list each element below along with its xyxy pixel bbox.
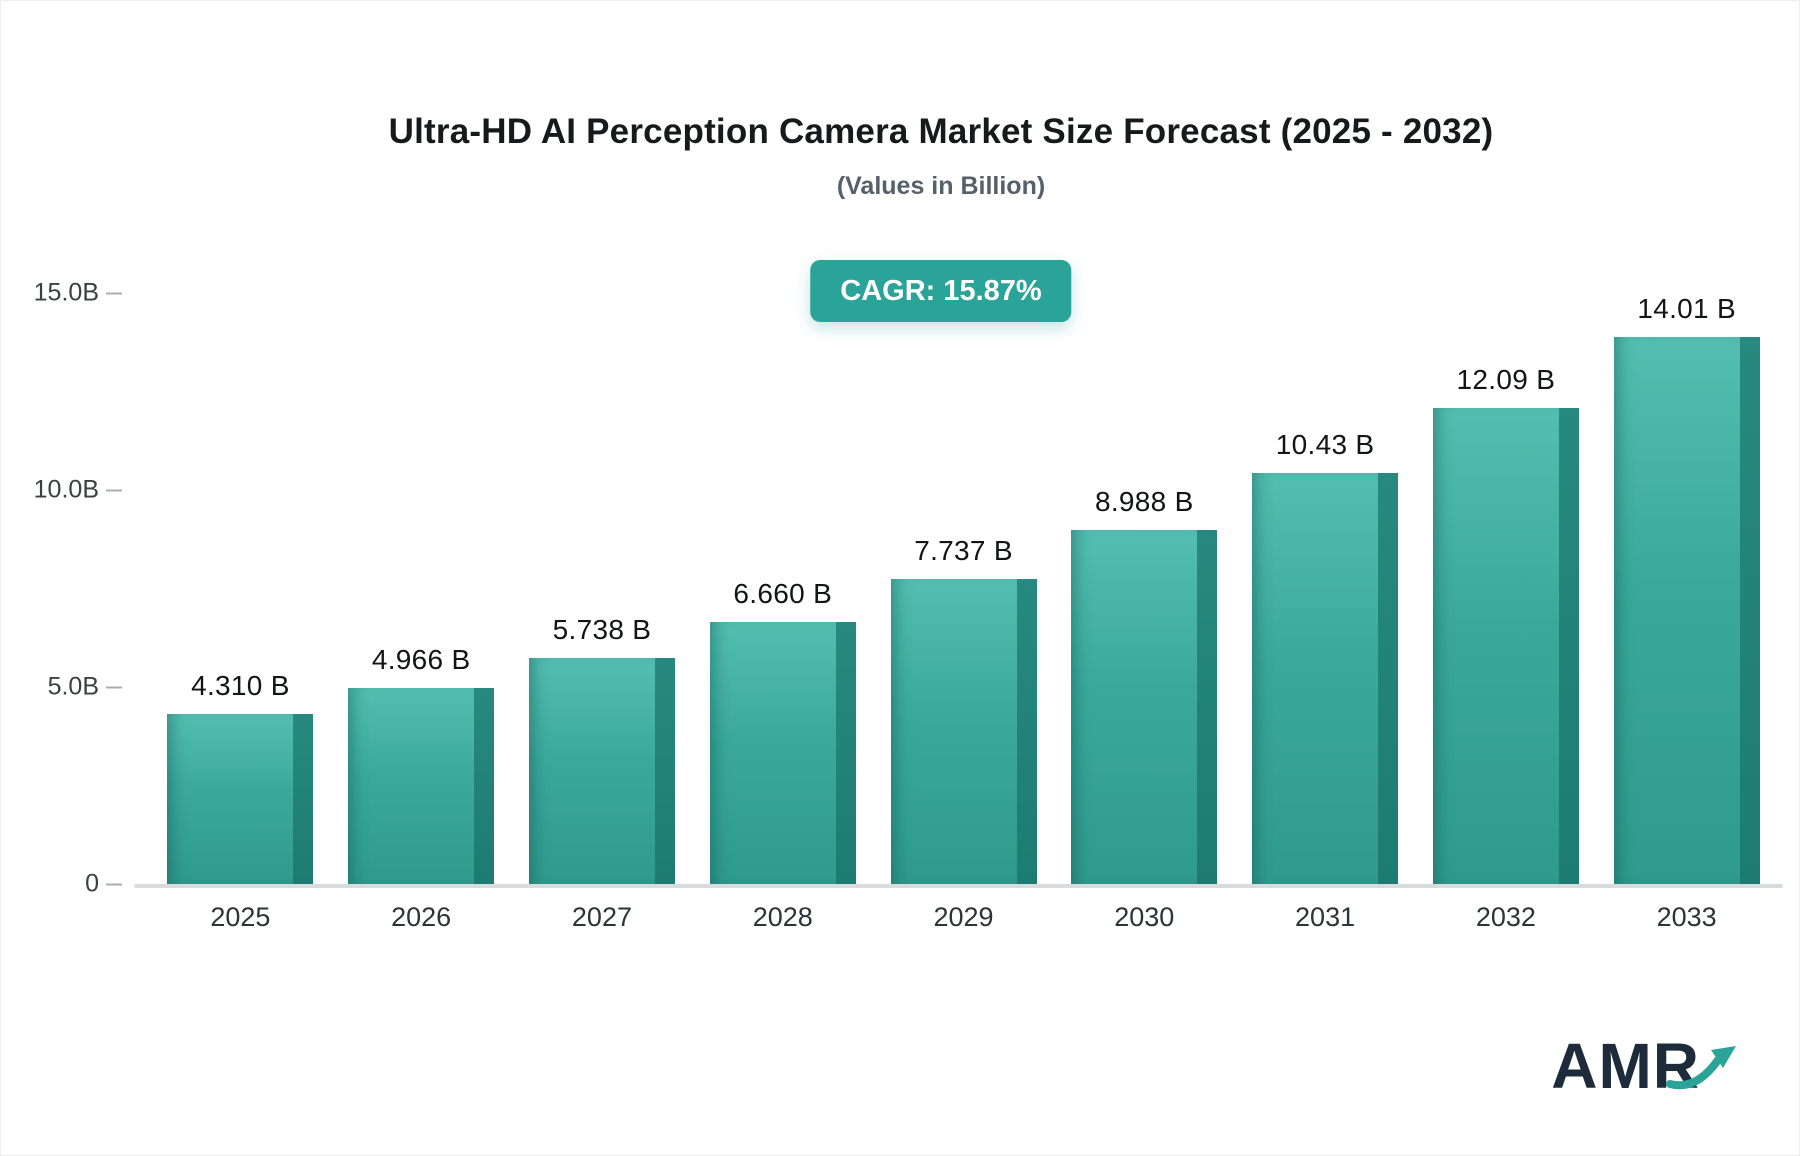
bar-side-face bbox=[1197, 529, 1218, 884]
bar-value-label: 7.737 B bbox=[914, 535, 1013, 567]
bar-group-2029: 7.737 B 2029 bbox=[873, 293, 1054, 932]
bar-group-2031: 10.43 B 2031 bbox=[1235, 293, 1416, 932]
bar-value-label: 5.738 B bbox=[552, 613, 652, 645]
bar-side-face bbox=[1378, 473, 1399, 884]
x-axis-label-2032: 2032 bbox=[1475, 902, 1536, 932]
bar-value-label: 6.660 B bbox=[733, 577, 833, 609]
y-axis: 15.0B 10.0B 5.0B 0 bbox=[0, 279, 122, 898]
x-axis-label-2026: 2026 bbox=[391, 902, 452, 932]
y-tick-mark bbox=[106, 292, 122, 294]
bar-2029 bbox=[890, 579, 1037, 884]
bar-group-2026: 4.966 B 2026 bbox=[331, 293, 512, 932]
bar-2028 bbox=[709, 621, 856, 884]
bar-group-2030: 8.988 B 2030 bbox=[1054, 293, 1235, 932]
bar-group-2025: 4.310 B 2025 bbox=[150, 293, 331, 932]
bar-side-face bbox=[1739, 337, 1760, 884]
bar-2027 bbox=[528, 657, 675, 884]
y-tick-mark bbox=[106, 686, 122, 688]
bar-value-label: 10.43 B bbox=[1275, 429, 1375, 461]
y-tick-label: 0 bbox=[85, 869, 99, 898]
bar-2032 bbox=[1432, 407, 1579, 884]
bar-value-label: 8.988 B bbox=[1094, 485, 1194, 517]
y-tick-5.0B: 5.0B bbox=[48, 673, 122, 702]
bar-side-face bbox=[1558, 407, 1579, 884]
x-axis-label-2025: 2025 bbox=[210, 902, 271, 932]
plot-area: 4.310 B 2025 4.966 B 2026 5.738 B 2027 6.660 B… bbox=[134, 293, 1783, 932]
y-tick-mark bbox=[106, 489, 122, 491]
bar-2031 bbox=[1252, 473, 1399, 884]
y-tick-10.0B: 10.0B bbox=[34, 476, 122, 505]
bar-side-face bbox=[293, 714, 314, 884]
bar-group-2028: 6.660 B 2028 bbox=[692, 293, 873, 932]
bar-group-2032: 12.09 B 2032 bbox=[1415, 293, 1596, 932]
y-tick-label: 10.0B bbox=[33, 475, 99, 504]
x-axis-label-2029: 2029 bbox=[933, 902, 994, 932]
bar-value-label: 4.966 B bbox=[371, 644, 471, 676]
growth-arrow-icon bbox=[1666, 1046, 1736, 1090]
x-axis-label-2027: 2027 bbox=[571, 902, 632, 932]
bar-group-2033: 14.01 B 2033 bbox=[1596, 293, 1777, 932]
bar-value-label: 12.09 B bbox=[1456, 363, 1556, 395]
x-axis-label-2033: 2033 bbox=[1656, 902, 1717, 932]
bar-2033 bbox=[1613, 337, 1760, 884]
bar-2026 bbox=[348, 688, 495, 884]
y-tick-label: 5.0B bbox=[47, 672, 99, 701]
x-axis-line bbox=[134, 884, 1783, 888]
cagr-badge: CAGR: 15.87% bbox=[810, 260, 1072, 322]
amr-logo: AMR bbox=[1551, 1034, 1740, 1098]
y-tick-0: 0 bbox=[85, 870, 122, 899]
bar-side-face bbox=[654, 657, 675, 884]
x-axis-label-2028: 2028 bbox=[752, 902, 813, 932]
bar-side-face bbox=[1016, 579, 1037, 884]
y-tick-mark bbox=[106, 883, 122, 885]
chart-subtitle: (Values in Billion) bbox=[836, 172, 1046, 200]
bar-side-face bbox=[835, 621, 856, 884]
y-tick-15.0B: 15.0B bbox=[34, 279, 122, 308]
x-axis-label-2031: 2031 bbox=[1295, 902, 1356, 932]
x-axis-label-2030: 2030 bbox=[1114, 902, 1175, 932]
bar-side-face bbox=[474, 688, 495, 884]
chart-title: Ultra-HD AI Perception Camera Market Siz… bbox=[388, 112, 1494, 151]
y-tick-label: 15.0B bbox=[33, 278, 99, 307]
bar-2025 bbox=[167, 714, 314, 884]
bar-group-2027: 5.738 B 2027 bbox=[512, 293, 693, 932]
bar-2030 bbox=[1071, 529, 1218, 884]
bar-value-label: 4.310 B bbox=[191, 670, 290, 702]
bar-value-label: 14.01 B bbox=[1637, 293, 1736, 324]
